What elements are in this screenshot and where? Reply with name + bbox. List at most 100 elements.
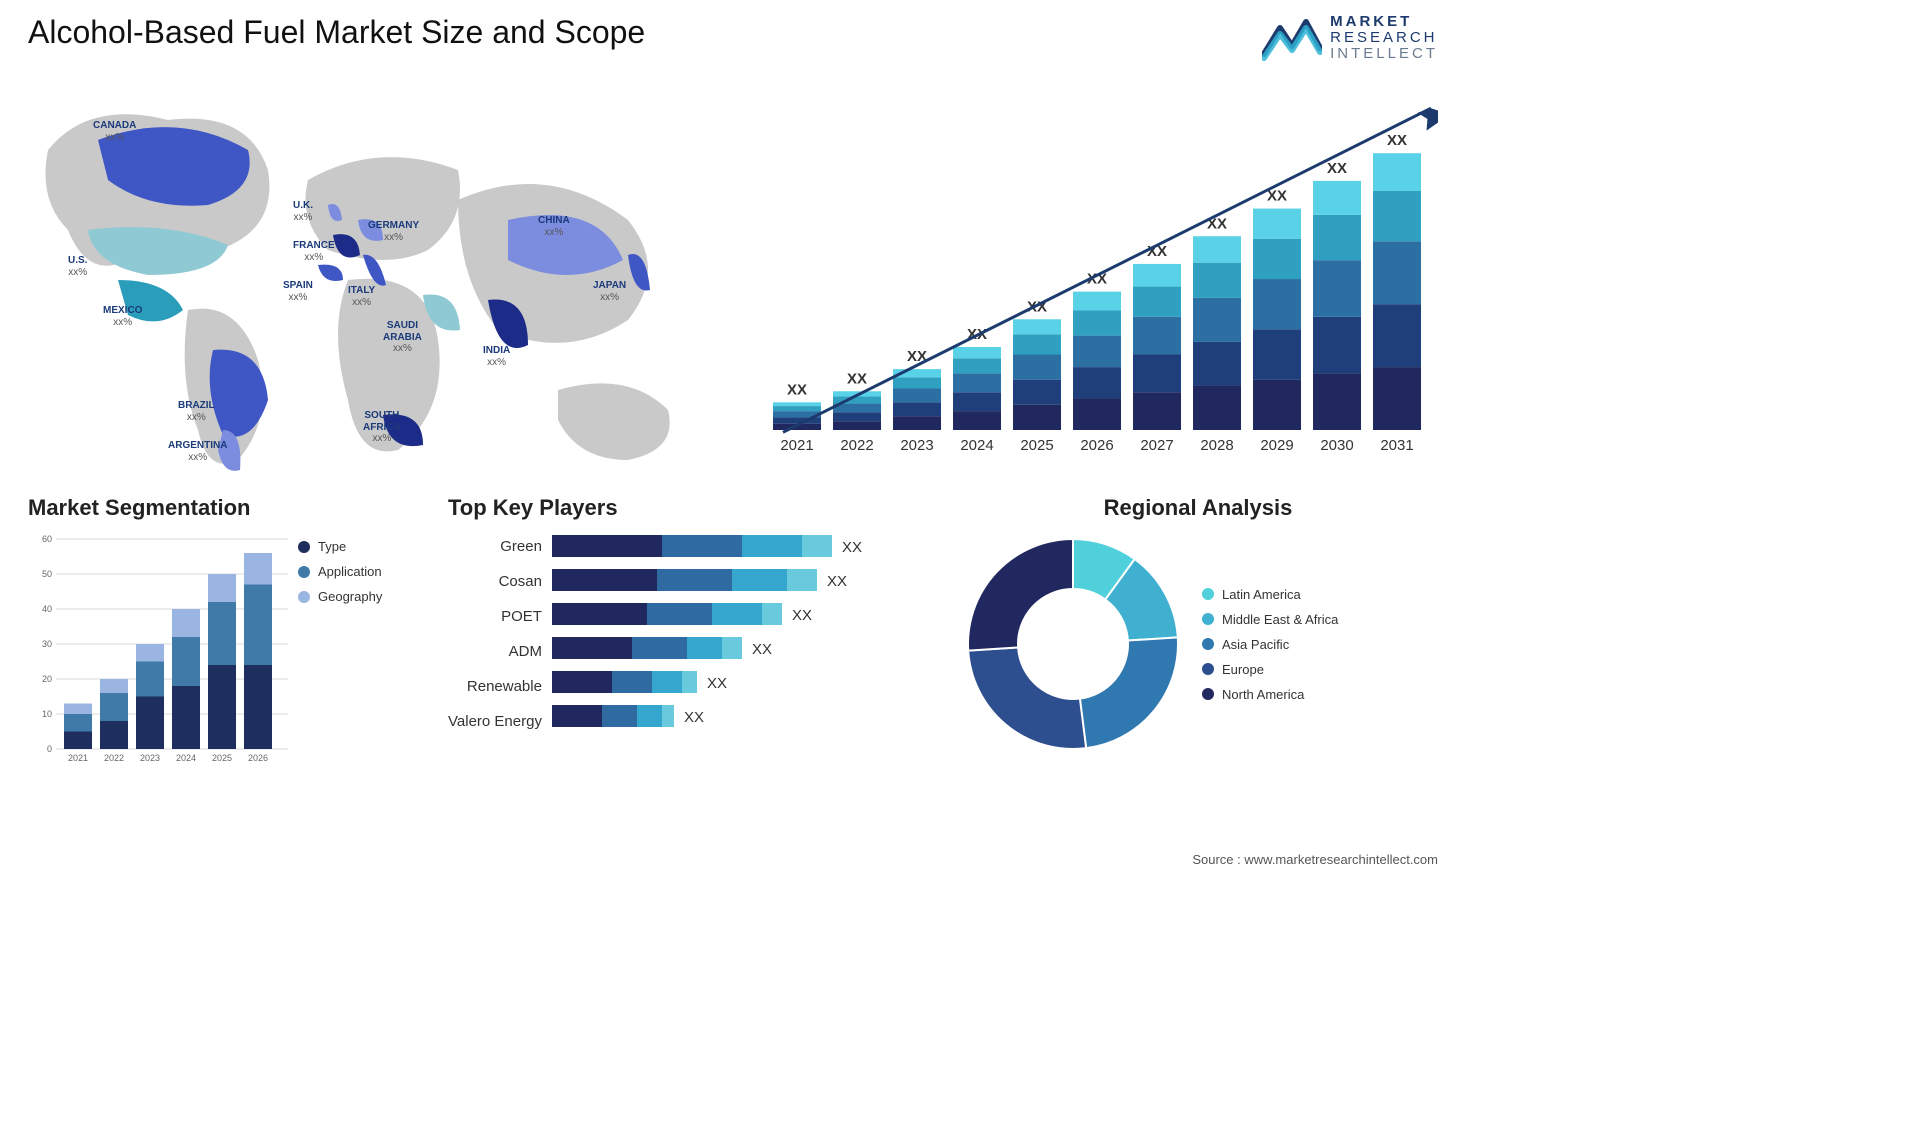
growth-bar-seg (953, 411, 1001, 430)
regional-title: Regional Analysis (958, 495, 1438, 521)
player-bar-value: XX (707, 675, 727, 692)
seg-legend-item: Geography (298, 589, 382, 604)
player-bar-value: XX (792, 607, 812, 624)
growth-bar-category: 2030 (1320, 437, 1353, 454)
growth-bar-seg (1073, 367, 1121, 398)
player-bar-seg (712, 603, 762, 625)
seg-bar-seg (172, 637, 200, 686)
player-bar-seg (682, 671, 697, 693)
logo-text-3: INTELLECT (1330, 46, 1438, 62)
player-bar-seg (552, 569, 657, 591)
growth-bar-seg (1013, 355, 1061, 380)
seg-bar-seg (64, 732, 92, 750)
seg-ytick: 30 (42, 639, 52, 649)
growth-bar-category: 2029 (1260, 437, 1293, 454)
growth-bar-seg (1313, 260, 1361, 317)
growth-bar-seg (1193, 263, 1241, 298)
seg-xtick: 2024 (176, 753, 196, 763)
world-map-panel: CANADAxx%U.S.xx%MEXICOxx%BRAZILxx%ARGENT… (28, 80, 708, 480)
player-label: Renewable (448, 670, 542, 703)
growth-bar-seg (1373, 304, 1421, 367)
growth-bar-seg (953, 358, 1001, 373)
growth-bar-seg (773, 406, 821, 411)
player-bar-seg (637, 705, 662, 727)
player-label: Green (448, 530, 542, 563)
growth-bar-category: 2024 (960, 437, 993, 454)
growth-bar-seg (1013, 319, 1061, 334)
seg-legend-swatch (298, 566, 310, 578)
growth-bar-seg (1253, 329, 1301, 379)
growth-bar-value: XX (1387, 132, 1407, 149)
seg-legend-swatch (298, 541, 310, 553)
seg-legend-swatch (298, 591, 310, 603)
seg-bar-seg (100, 721, 128, 749)
growth-bar-seg (893, 377, 941, 388)
country-label-china: CHINAxx% (538, 215, 570, 238)
logo-icon (1262, 14, 1322, 62)
player-bar-seg (552, 671, 612, 693)
player-bar-seg (652, 671, 682, 693)
player-bar-value: XX (842, 539, 862, 556)
player-bar-seg (552, 637, 632, 659)
seg-bar-seg (244, 665, 272, 749)
seg-legend-item: Application (298, 564, 382, 579)
country-label-japan: JAPANxx% (593, 280, 626, 303)
growth-bar-seg (1193, 386, 1241, 430)
growth-bar-category: 2026 (1080, 437, 1113, 454)
segmentation-title: Market Segmentation (28, 495, 438, 521)
player-bar-value: XX (752, 641, 772, 658)
growth-bar-seg (773, 402, 821, 406)
regional-legend-swatch (1202, 638, 1214, 650)
seg-legend-label: Geography (318, 589, 382, 604)
seg-xtick: 2021 (68, 753, 88, 763)
seg-bar-seg (136, 697, 164, 750)
growth-bar-value: XX (1327, 160, 1347, 177)
growth-bar-seg (1253, 279, 1301, 329)
growth-bar-seg (893, 402, 941, 416)
growth-bar-seg (953, 392, 1001, 411)
growth-bar-seg (1013, 405, 1061, 430)
seg-bar-seg (100, 693, 128, 721)
player-bar-seg (602, 705, 637, 727)
country-label-u-k-: U.K.xx% (293, 200, 313, 223)
growth-bar-seg (1193, 298, 1241, 342)
growth-bar-seg (1133, 317, 1181, 355)
logo-text-1: MARKET (1330, 14, 1438, 30)
player-bar-value: XX (827, 573, 847, 590)
country-label-south-africa: SOUTHAFRICAxx% (363, 410, 401, 445)
growth-bar-seg (1373, 191, 1421, 241)
player-bar-seg (552, 535, 662, 557)
logo-text-2: RESEARCH (1330, 30, 1438, 46)
regional-legend-item: Latin America (1202, 587, 1338, 602)
regional-donut-svg (958, 529, 1188, 759)
country-label-argentina: ARGENTINAxx% (168, 440, 227, 463)
players-labels: GreenCosanPOETADMRenewableValero Energy (448, 529, 542, 739)
player-bar-seg (802, 535, 832, 557)
growth-bar-category: 2022 (840, 437, 873, 454)
donut-slice (968, 539, 1073, 651)
seg-ytick: 10 (42, 709, 52, 719)
seg-bar-seg (208, 665, 236, 749)
growth-bar-category: 2027 (1140, 437, 1173, 454)
country-label-u-s-: U.S.xx% (68, 255, 87, 278)
segmentation-chart-svg: 0102030405060202120222023202420252026 (28, 529, 288, 769)
seg-xtick: 2026 (248, 753, 268, 763)
growth-bar-seg (833, 412, 881, 421)
regional-legend-swatch (1202, 588, 1214, 600)
country-label-canada: CANADAxx% (93, 120, 136, 143)
growth-bar-category: 2028 (1200, 437, 1233, 454)
seg-ytick: 0 (47, 744, 52, 754)
growth-bar-seg (893, 416, 941, 430)
growth-bar-seg (953, 347, 1001, 358)
player-bar-seg (787, 569, 817, 591)
players-title: Top Key Players (448, 495, 948, 521)
growth-bar-category: 2023 (900, 437, 933, 454)
growth-bar-value: XX (787, 381, 807, 398)
seg-bar-seg (64, 714, 92, 732)
player-bar-seg (687, 637, 722, 659)
player-bar-seg (662, 705, 674, 727)
segmentation-panel: Market Segmentation 01020304050602021202… (28, 495, 438, 769)
source-attribution: Source : www.marketresearchintellect.com (1192, 852, 1438, 867)
growth-bar-seg (1253, 380, 1301, 430)
regional-legend-label: North America (1222, 687, 1304, 702)
